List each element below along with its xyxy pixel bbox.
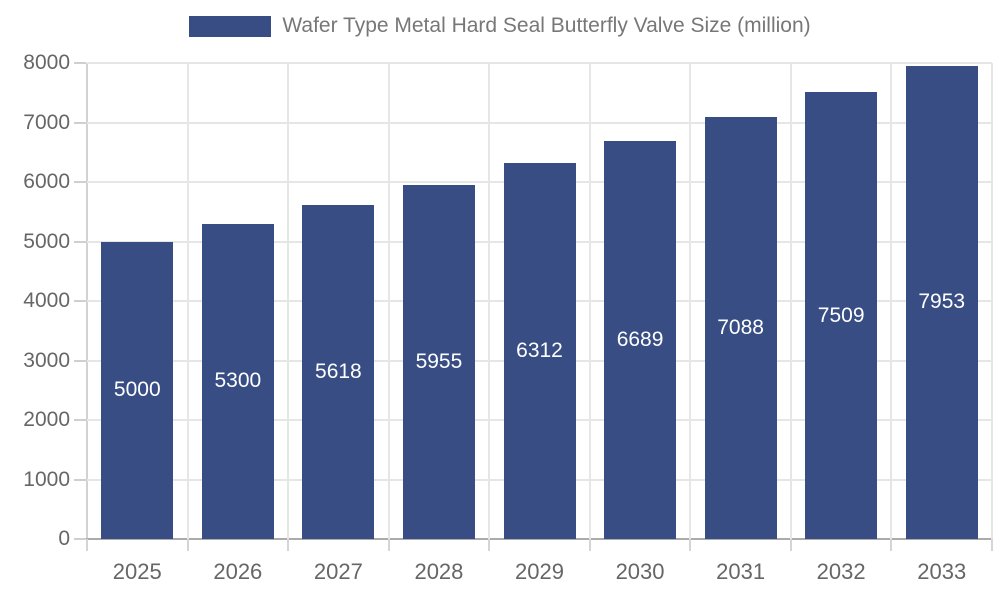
chart-legend[interactable]: Wafer Type Metal Hard Seal Butterfly Val… bbox=[0, 14, 1000, 38]
y-axis-tick bbox=[74, 300, 86, 302]
y-axis-tick-label: 0 bbox=[58, 527, 70, 550]
x-axis-tick-label: 2030 bbox=[615, 559, 665, 584]
y-axis-tick bbox=[74, 538, 86, 540]
y-axis-tick-label: 3000 bbox=[23, 348, 70, 372]
x-axis-tick bbox=[86, 539, 88, 551]
x-axis-tick-label: 2027 bbox=[313, 559, 363, 584]
y-axis-tick-label: 4000 bbox=[23, 289, 70, 312]
y-axis-tick bbox=[74, 62, 86, 64]
x-axis-tick-label: 2032 bbox=[816, 559, 866, 584]
y-axis-tick-label: 7000 bbox=[23, 110, 70, 134]
x-axis-tick-label: 2026 bbox=[213, 559, 263, 584]
gridline-h bbox=[87, 62, 992, 64]
bar[interactable]: 6689 bbox=[604, 141, 677, 539]
gridline-v bbox=[287, 63, 290, 539]
x-axis-tick bbox=[991, 539, 993, 551]
x-axis-line bbox=[86, 538, 993, 540]
gridline-v bbox=[789, 63, 792, 539]
gridline-v bbox=[689, 63, 692, 539]
x-axis-tick bbox=[789, 539, 792, 551]
gridline-v bbox=[588, 63, 591, 539]
bar[interactable]: 5618 bbox=[302, 204, 375, 539]
x-axis-tick-label: 2031 bbox=[716, 559, 766, 584]
y-axis-tick-label: 5000 bbox=[23, 229, 70, 253]
y-axis-tick bbox=[74, 121, 86, 124]
x-axis-tick-label: 2029 bbox=[515, 559, 564, 584]
bar-value-label: 5955 bbox=[415, 349, 463, 373]
gridline-h bbox=[87, 121, 992, 124]
x-axis-tick bbox=[588, 539, 591, 551]
bar-value-label: 7953 bbox=[918, 290, 966, 314]
y-axis-tick bbox=[74, 359, 86, 362]
x-axis-tick bbox=[689, 539, 692, 551]
bar-value-label: 7509 bbox=[817, 303, 865, 327]
x-axis-tick-label: 2028 bbox=[414, 559, 464, 584]
bar[interactable]: 7509 bbox=[805, 92, 878, 539]
x-axis-tick bbox=[186, 539, 189, 551]
legend-swatch-icon bbox=[189, 15, 272, 37]
bar-value-label: 6689 bbox=[616, 328, 664, 351]
bar-value-label: 6312 bbox=[516, 339, 563, 363]
bar[interactable]: 7953 bbox=[905, 65, 978, 539]
gridline-v bbox=[991, 63, 993, 539]
x-axis-tick-label: 2033 bbox=[917, 559, 967, 584]
x-axis-tick bbox=[890, 539, 893, 551]
y-axis-tick-label: 8000 bbox=[23, 51, 70, 74]
gridline-v bbox=[387, 63, 390, 539]
gridline-v bbox=[186, 63, 189, 539]
y-axis-tick-label: 6000 bbox=[23, 170, 70, 193]
x-axis-tick-label: 2025 bbox=[112, 559, 162, 584]
y-axis-tick bbox=[74, 478, 86, 481]
plot-area: 0 1000 2000 3000 4000 5000 6000 7000 8000 5000 202… bbox=[23, 51, 993, 584]
y-axis-tick-label: 1000 bbox=[23, 467, 70, 491]
bar-value-label: 5000 bbox=[113, 378, 161, 402]
y-axis-tick bbox=[74, 240, 86, 243]
bar-value-label: 7088 bbox=[717, 316, 764, 340]
bar[interactable]: 5300 bbox=[201, 223, 274, 539]
bar[interactable]: 6312 bbox=[503, 163, 576, 539]
y-axis-tick bbox=[74, 181, 86, 183]
bar[interactable]: 5000 bbox=[101, 241, 174, 539]
bar[interactable]: 7088 bbox=[704, 117, 777, 539]
x-axis-tick bbox=[488, 539, 491, 551]
legend-label: Wafer Type Metal Hard Seal Butterfly Val… bbox=[282, 14, 811, 37]
bar-value-label: 5300 bbox=[214, 369, 262, 393]
gridline-v bbox=[890, 63, 893, 539]
gridline-v bbox=[488, 63, 491, 539]
bar-value-label: 5618 bbox=[315, 359, 362, 383]
x-axis-tick bbox=[287, 539, 290, 551]
y-axis-tick bbox=[74, 419, 86, 421]
y-axis-tick-label: 2000 bbox=[23, 408, 70, 431]
bar[interactable]: 5955 bbox=[402, 184, 475, 539]
x-axis-tick bbox=[387, 539, 390, 551]
